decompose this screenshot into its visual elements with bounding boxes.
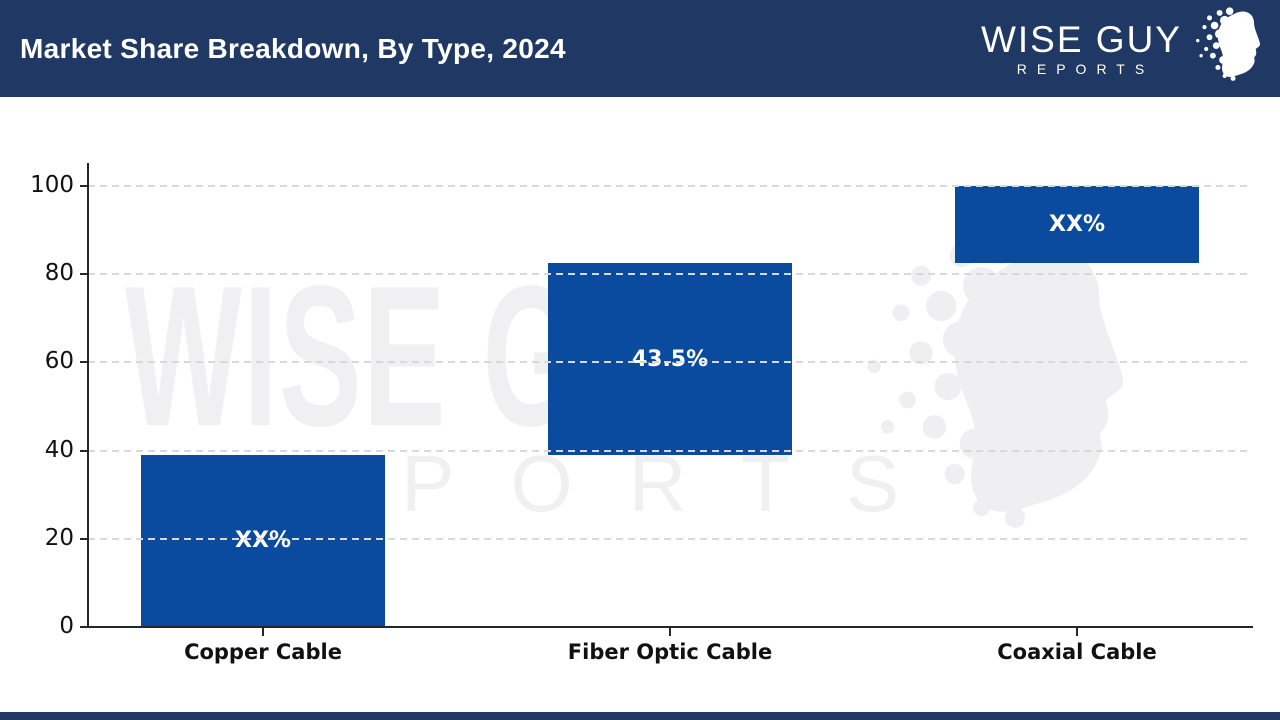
x-tick-mark-0 xyxy=(262,628,264,636)
x-tick-mark-1 xyxy=(669,628,671,636)
bar-value-label: XX% xyxy=(1049,212,1105,238)
brand-logo: WISE GUY REPORTS xyxy=(981,7,1270,91)
bar-value-label: XX% xyxy=(235,528,291,554)
bar-fiber-optic-cable: 43.5% xyxy=(548,263,792,455)
gridline-20 xyxy=(88,537,1252,540)
y-tick-mark-100 xyxy=(80,185,88,187)
y-tick-mark-60 xyxy=(80,361,88,364)
watermark-head-icon xyxy=(800,232,1190,568)
logo-wordmark: WISE GUY xyxy=(980,18,1182,60)
header-bar: Market Share Breakdown, By Type, 2024 WI… xyxy=(0,0,1280,97)
y-tick-label-20: 20 xyxy=(44,524,74,551)
x-category-label-0: Copper Cable xyxy=(184,640,342,664)
y-tick-mark-0 xyxy=(80,626,88,628)
y-axis-line xyxy=(87,163,89,628)
page-title: Market Share Breakdown, By Type, 2024 xyxy=(20,32,566,64)
y-tick-mark-40 xyxy=(80,449,88,452)
gridline-40 xyxy=(88,449,1252,452)
x-category-label-1: Fiber Optic Cable xyxy=(567,640,773,664)
bar-value-label: 43.5% xyxy=(631,346,709,372)
y-tick-mark-80 xyxy=(80,273,88,276)
footer-bar xyxy=(0,712,1280,720)
y-tick-label-40: 40 xyxy=(44,436,74,463)
y-tick-label-80: 80 xyxy=(44,260,74,287)
x-tick-mark-2 xyxy=(1076,628,1078,636)
logo-wordmark-block: WISE GUY REPORTS xyxy=(980,18,1182,77)
logo-head-icon xyxy=(1186,7,1270,91)
y-tick-label-100: 100 xyxy=(30,172,74,198)
bar-coaxial-cable: XX% xyxy=(955,186,1199,264)
y-tick-mark-20 xyxy=(80,537,88,540)
x-axis-line xyxy=(87,626,1253,628)
logo-subtitle: REPORTS xyxy=(1016,60,1155,77)
bar-copper-cable: XX% xyxy=(141,455,385,627)
y-tick-label-60: 60 xyxy=(44,348,74,375)
gridline-80 xyxy=(88,273,1252,276)
y-tick-label-0: 0 xyxy=(59,613,74,639)
gridline-60 xyxy=(88,361,1252,364)
x-category-label-2: Coaxial Cable xyxy=(997,640,1157,664)
gridline-100 xyxy=(88,185,1252,187)
